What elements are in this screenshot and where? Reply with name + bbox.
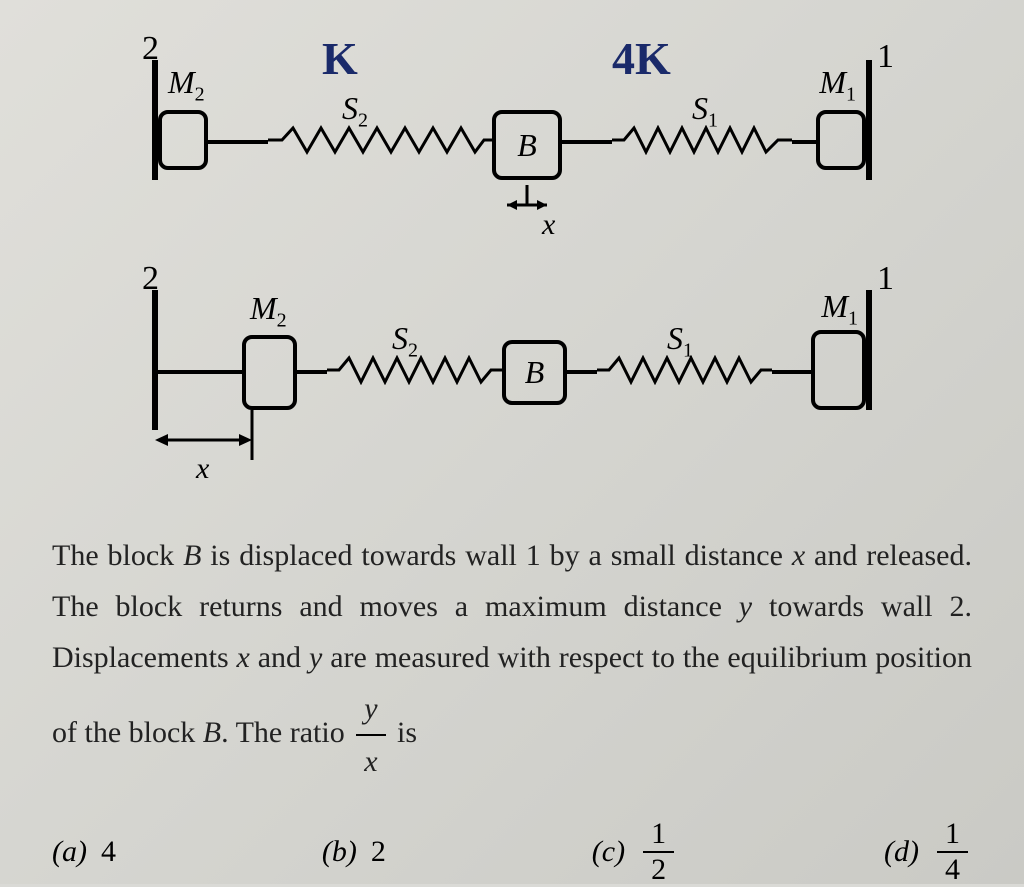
dim-x-top-label: x <box>542 208 555 242</box>
frac-num: 1 <box>643 817 674 853</box>
q-var-b2: B <box>203 716 221 749</box>
q-var-y2: y <box>309 641 322 674</box>
spring-s1-icon <box>612 125 792 155</box>
q-var-x2: x <box>237 641 250 674</box>
frac-den: x <box>356 736 385 787</box>
options-row: (a) 4 (b) 2 (c) 1 2 (d) 1 4 <box>52 817 972 887</box>
connector-right-b <box>772 370 812 374</box>
spring-s2-icon <box>268 125 492 155</box>
wall-right-b <box>866 290 872 410</box>
q-text: is <box>390 716 418 749</box>
mass-m2-box <box>158 110 208 170</box>
mass-m2-label-b: M2 <box>250 290 287 332</box>
opt-frac: 1 4 <box>937 817 968 887</box>
page: 2 1 M2 M1 B K 4K S2 S1 <box>0 0 1024 884</box>
q-text: is displaced towards wall 1 by a small d… <box>201 539 791 572</box>
spring-s1-icon-b <box>597 355 772 385</box>
opt-letter: (a) <box>52 835 87 869</box>
option-c[interactable]: (c) 1 2 <box>592 817 678 887</box>
ratio-fraction: yx <box>356 683 385 787</box>
q-text: and <box>250 641 309 674</box>
wall-right-number-b: 1 <box>877 260 894 298</box>
mass-m1-label: M1 <box>819 64 856 106</box>
q-var-x: x <box>792 539 805 572</box>
handwritten-k: K <box>322 32 358 85</box>
wall-left-b <box>152 290 158 430</box>
mass-m1-box-b <box>811 330 866 410</box>
block-b: B <box>492 110 562 180</box>
system-bottom: 2 1 M2 M1 B S2 S1 <box>112 280 912 500</box>
frac-num: y <box>356 683 385 736</box>
q-text: The block <box>52 539 183 572</box>
question-text: The block B is displaced towards wall 1 … <box>52 530 972 787</box>
q-var-y: y <box>739 590 752 623</box>
option-b[interactable]: (b) 2 <box>322 817 386 887</box>
option-d[interactable]: (d) 1 4 <box>884 817 972 887</box>
wall-right-number: 1 <box>877 38 894 76</box>
q-var-b: B <box>183 539 201 572</box>
dim-x-top-icon <box>507 185 567 225</box>
wall-right <box>866 60 872 180</box>
connector-mid-right <box>562 140 612 144</box>
block-b-bottom: B <box>502 340 567 405</box>
connector-right <box>792 140 816 144</box>
mass-m2-label: M2 <box>168 64 205 106</box>
opt-frac: 1 2 <box>643 817 674 887</box>
opt-letter: (d) <box>884 835 919 869</box>
option-a[interactable]: (a) 4 <box>52 817 116 887</box>
opt-value: 4 <box>101 835 116 869</box>
spring-s2-icon-b <box>327 355 502 385</box>
diagram-area: 2 1 M2 M1 B K 4K S2 S1 <box>112 30 912 510</box>
frac-num: 1 <box>937 817 968 853</box>
connector-wl-b <box>158 370 242 374</box>
connector-mid-right-b <box>567 370 597 374</box>
dim-x-bottom-label: x <box>196 452 209 486</box>
opt-value: 2 <box>371 835 386 869</box>
mass-m2-box-b <box>242 335 297 410</box>
opt-letter: (b) <box>322 835 357 869</box>
frac-den: 2 <box>643 853 674 887</box>
opt-letter: (c) <box>592 835 625 869</box>
system-top: 2 1 M2 M1 B K 4K S2 S1 <box>112 40 912 270</box>
connector-left <box>208 140 268 144</box>
connector-left-b <box>297 370 327 374</box>
q-text: . The ratio <box>221 716 352 749</box>
mass-m1-box <box>816 110 866 170</box>
handwritten-4k: 4K <box>612 32 671 85</box>
mass-m1-label-b: M1 <box>821 288 858 330</box>
frac-den: 4 <box>937 853 968 887</box>
